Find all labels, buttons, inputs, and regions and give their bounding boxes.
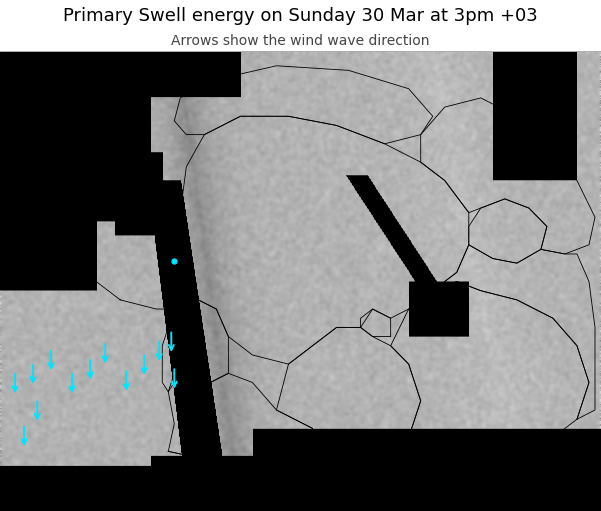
Text: Primary Swell energy on Sunday 30 Mar at 3pm +03: Primary Swell energy on Sunday 30 Mar at… xyxy=(63,7,538,25)
Text: Arrows show the wind wave direction: Arrows show the wind wave direction xyxy=(171,34,430,48)
